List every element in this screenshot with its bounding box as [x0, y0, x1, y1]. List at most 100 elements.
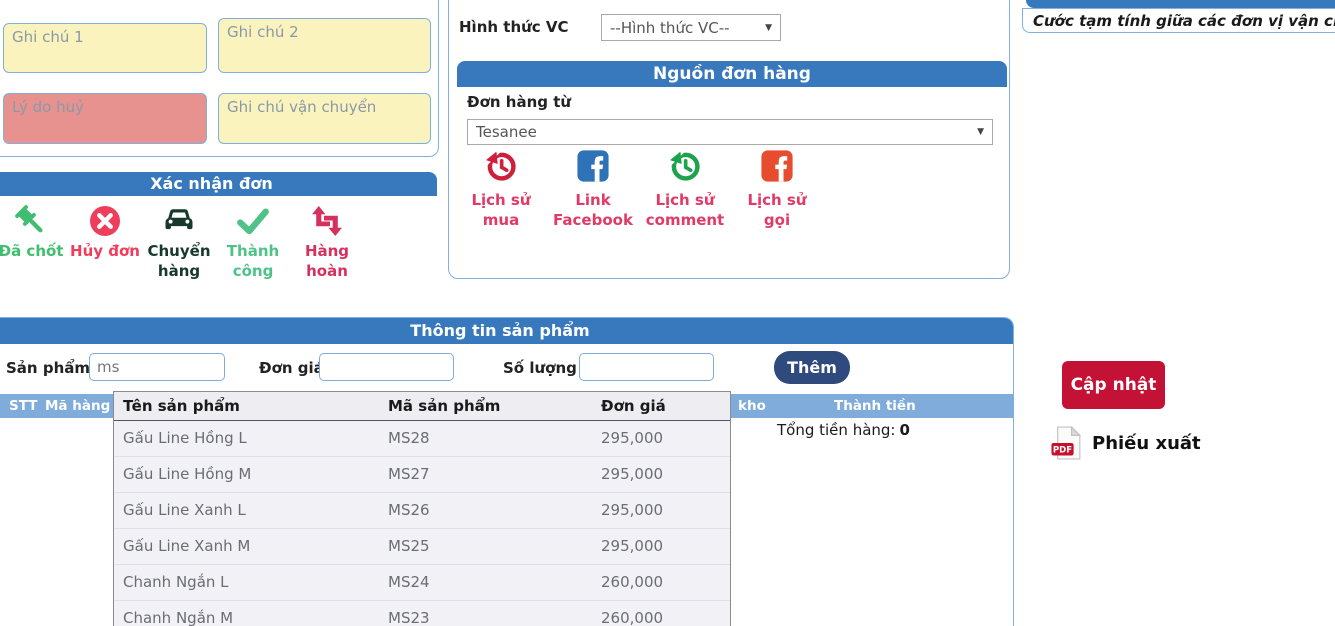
suggestion-row[interactable]: Chanh Ngắn L MS24 260,000	[114, 565, 730, 601]
order-source-title: Nguồn đơn hàng	[653, 64, 811, 84]
quantity-input[interactable]	[579, 353, 714, 381]
shipping-estimate-text: Cước tạm tính giữa các đơn vị vận chuyển	[1033, 12, 1335, 30]
confirm-actions: Đã chốt Hủy đơn Chuyển hàng Thành công	[0, 203, 394, 281]
col-stt: STT	[9, 398, 38, 414]
shipping-method-label: Hình thức VC	[459, 18, 569, 36]
purchase-history-link[interactable]: Lịch sử mua	[457, 149, 545, 231]
suggestion-row[interactable]: Gấu Line Xanh L MS26 295,000	[114, 493, 730, 529]
call-history-link[interactable]: Lịch sử gọi	[733, 149, 821, 231]
update-button[interactable]: Cập nhật	[1062, 361, 1165, 409]
product-price: 295,000	[601, 429, 664, 447]
notes-panel	[0, 0, 439, 157]
suggestion-row[interactable]: Chanh Ngắn M MS23 260,000	[114, 601, 730, 626]
unit-price-label: Đơn giá	[259, 359, 324, 377]
product-name: Gấu Line Xanh M	[123, 537, 251, 555]
pdf-icon: PDF	[1051, 425, 1082, 460]
cancel-circle-icon	[90, 206, 120, 236]
grand-total-value: 0	[899, 421, 910, 439]
confirmed-label: Đã chốt	[0, 242, 64, 260]
cancel-order-button[interactable]: Hủy đơn	[68, 203, 142, 281]
chevron-down-icon: ▼	[977, 127, 984, 137]
suggestions-header-row: Tên sản phẩm Mã sản phẩm Đơn giá	[114, 392, 730, 421]
return-order-label: Hàng hoàn	[304, 242, 350, 280]
product-code: MS23	[388, 609, 430, 626]
shipping-method-select[interactable]: --Hình thức VC-- ▼	[601, 14, 781, 41]
export-pdf-link[interactable]: PDF Phiếu xuất	[1048, 425, 1201, 461]
order-from-label: Đơn hàng từ	[467, 93, 572, 111]
facebook-link-label: Link Facebook	[553, 191, 633, 230]
comment-history-label: Lịch sử comment	[645, 191, 725, 230]
cancel-order-label: Hủy đơn	[70, 242, 140, 260]
success-button[interactable]: Thành công	[216, 203, 290, 281]
customer-links: Lịch sử mua Link Facebook Lịch sử commen…	[457, 149, 825, 231]
suggest-col-name: Tên sản phẩm	[123, 397, 240, 415]
shipping-estimate-note: Cước tạm tính giữa các đơn vị vận chuyển	[1022, 8, 1335, 33]
order-source-select[interactable]: Tesanee ▼	[467, 119, 993, 145]
note1-textarea[interactable]	[3, 23, 207, 73]
confirm-panel-title: Xác nhận đơn	[150, 174, 273, 193]
unit-price-input[interactable]	[319, 353, 454, 381]
shipping-note-textarea[interactable]	[218, 93, 431, 144]
order-source-header: Nguồn đơn hàng	[457, 61, 1007, 87]
shipping-source-panel: Hình thức VC --Hình thức VC-- ▼ Nguồn đơ…	[448, 0, 1010, 279]
history-icon	[668, 149, 700, 181]
product-price: 295,000	[601, 501, 664, 519]
product-name: Chanh Ngắn M	[123, 609, 234, 626]
quantity-label: Số lượng	[503, 359, 577, 377]
shipping-method-value: --Hình thức VC--	[610, 18, 730, 37]
note2-textarea[interactable]	[218, 18, 431, 73]
product-name: Gấu Line Xanh L	[123, 501, 246, 519]
ship-order-button[interactable]: Chuyển hàng	[142, 203, 216, 281]
product-code: MS25	[388, 537, 430, 555]
chevron-down-icon: ▼	[765, 22, 772, 33]
product-name: Gấu Line Hồng M	[123, 465, 252, 483]
facebook-icon	[577, 150, 609, 182]
order-source-value: Tesanee	[476, 123, 537, 141]
product-code: MS24	[388, 573, 430, 591]
facebook-link[interactable]: Link Facebook	[549, 149, 637, 231]
history-icon	[484, 149, 516, 181]
grand-total: Tổng tiền hàng: 0	[777, 421, 910, 439]
return-arrows-icon	[312, 206, 342, 236]
suggestion-row[interactable]: Gấu Line Xanh M MS25 295,000	[114, 529, 730, 565]
call-history-label: Lịch sử gọi	[747, 191, 807, 230]
product-panel-title: Thông tin sản phẩm	[410, 321, 590, 340]
confirmed-button[interactable]: Đã chốt	[0, 203, 68, 281]
product-price: 295,000	[601, 465, 664, 483]
suggestion-row[interactable]: Gấu Line Hồng L MS28 295,000	[114, 421, 730, 457]
product-name: Gấu Line Hồng L	[123, 429, 247, 447]
product-name: Chanh Ngắn L	[123, 573, 229, 591]
suggest-col-code: Mã sản phẩm	[388, 397, 501, 415]
product-search-input[interactable]	[89, 353, 225, 381]
col-code: Mã hàng	[45, 398, 111, 414]
pdf-badge-text: PDF	[1053, 445, 1072, 455]
col-total: Thành tiền	[834, 398, 916, 414]
gavel-icon	[15, 205, 43, 233]
suggestion-row[interactable]: Gấu Line Hồng M MS27 295,000	[114, 457, 730, 493]
add-product-button[interactable]: Thêm	[774, 351, 850, 384]
col-stock: kho	[738, 398, 766, 414]
facebook-icon	[761, 150, 793, 182]
product-price: 260,000	[601, 573, 664, 591]
product-code: MS28	[388, 429, 430, 447]
grand-total-label: Tổng tiền hàng:	[777, 421, 896, 439]
product-price: 295,000	[601, 537, 664, 555]
product-label: Sản phẩm	[6, 359, 90, 377]
cancel-reason-textarea[interactable]	[3, 93, 207, 144]
purchase-history-label: Lịch sử mua	[471, 191, 531, 230]
ship-order-label: Chuyển hàng	[147, 242, 211, 280]
product-panel-header: Thông tin sản phẩm	[0, 318, 1013, 344]
shipping-estimate-header	[1026, 0, 1335, 8]
comment-history-link[interactable]: Lịch sử comment	[641, 149, 729, 231]
product-price: 260,000	[601, 609, 664, 626]
product-suggestions-dropdown: Tên sản phẩm Mã sản phẩm Đơn giá Gấu Lin…	[113, 391, 731, 626]
return-order-button[interactable]: Hàng hoàn	[290, 203, 364, 281]
product-code: MS26	[388, 501, 430, 519]
confirm-panel-header: Xác nhận đơn	[0, 172, 437, 196]
suggest-col-price: Đơn giá	[601, 397, 666, 415]
success-label: Thành công	[226, 242, 280, 280]
product-code: MS27	[388, 465, 430, 483]
car-icon	[165, 209, 193, 230]
check-icon	[237, 208, 269, 235]
